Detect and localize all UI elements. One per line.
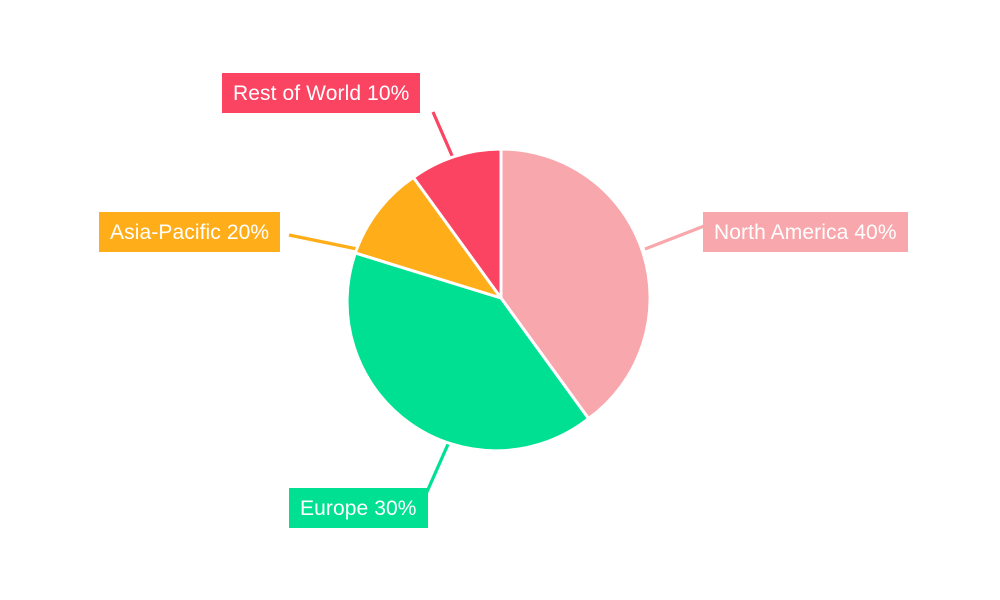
leader-line-north-america bbox=[644, 221, 713, 251]
leader-line-asia-pacific bbox=[288, 233, 363, 252]
pie-label-asia-pacific[interactable]: Asia-Pacific 20% bbox=[99, 212, 281, 252]
pie-label-north-america[interactable]: North America 40% bbox=[703, 212, 908, 252]
pie-label-europe-text: Europe 30% bbox=[300, 496, 417, 520]
pie-slice-asia-pacific[interactable] bbox=[353, 175, 503, 300]
pie-label-europe[interactable]: Europe 30% bbox=[289, 488, 428, 528]
pie-label-north-america-text: North America 40% bbox=[714, 220, 897, 244]
pie-label-rest-of-world[interactable]: Rest of World 10% bbox=[222, 73, 421, 113]
pie-slice-europe[interactable] bbox=[345, 251, 591, 453]
leader-line-europe bbox=[424, 441, 451, 495]
pie-slice-north-america[interactable] bbox=[499, 147, 652, 421]
pie-label-rest-of-world-text: Rest of World 10% bbox=[233, 81, 410, 105]
pie-label-asia-pacific-text: Asia-Pacific 20% bbox=[110, 220, 270, 244]
pie-slice-rest-of-world[interactable] bbox=[411, 147, 503, 300]
pie-slices bbox=[345, 147, 652, 453]
